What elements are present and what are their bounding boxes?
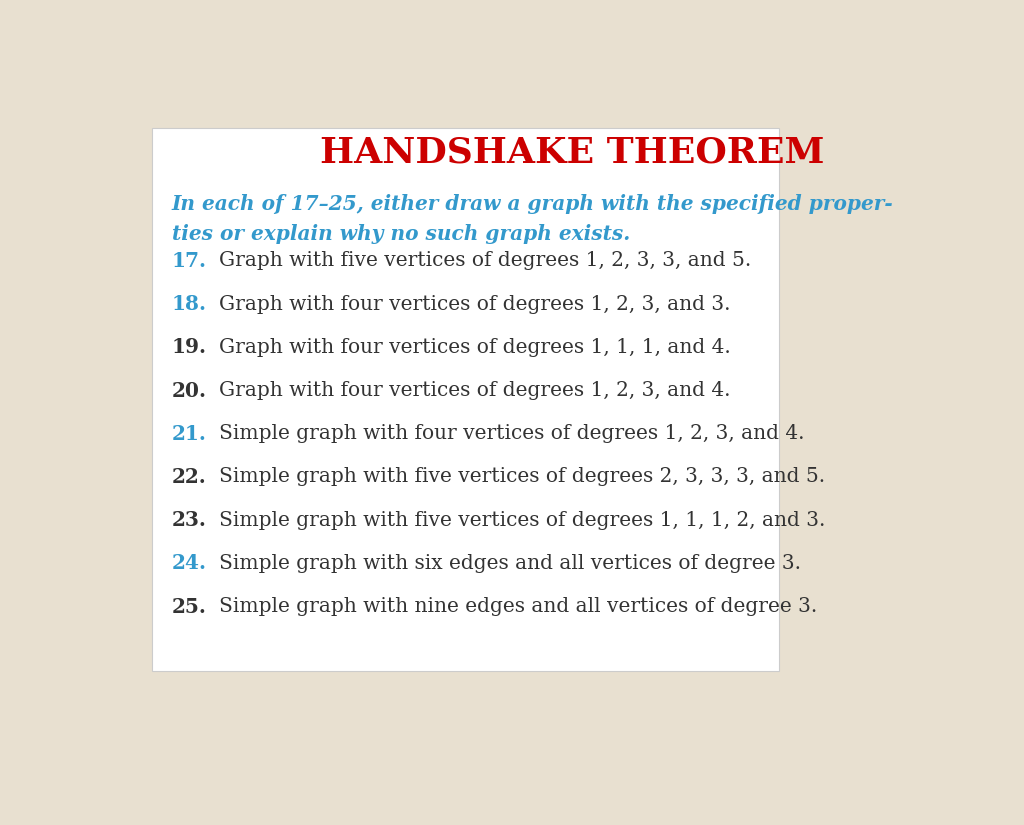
Text: 24.: 24.: [172, 554, 207, 573]
Text: Simple graph with five vertices of degrees 2, 3, 3, 3, and 5.: Simple graph with five vertices of degre…: [219, 468, 825, 487]
Text: Simple graph with four vertices of degrees 1, 2, 3, and 4.: Simple graph with four vertices of degre…: [219, 424, 805, 443]
Text: Graph with five vertices of degrees 1, 2, 3, 3, and 5.: Graph with five vertices of degrees 1, 2…: [219, 252, 752, 271]
Text: Graph with four vertices of degrees 1, 1, 1, and 4.: Graph with four vertices of degrees 1, 1…: [219, 338, 731, 357]
Text: HANDSHAKE THEOREM: HANDSHAKE THEOREM: [321, 136, 824, 170]
Text: 18.: 18.: [172, 295, 207, 314]
Text: 17.: 17.: [172, 251, 207, 271]
Text: ties or explain why no such graph exists.: ties or explain why no such graph exists…: [172, 224, 630, 244]
Text: Simple graph with five vertices of degrees 1, 1, 1, 2, and 3.: Simple graph with five vertices of degre…: [219, 511, 825, 530]
Text: 23.: 23.: [172, 510, 207, 530]
Text: 19.: 19.: [172, 337, 207, 357]
Text: Graph with four vertices of degrees 1, 2, 3, and 4.: Graph with four vertices of degrees 1, 2…: [219, 381, 731, 400]
Text: Graph with four vertices of degrees 1, 2, 3, and 3.: Graph with four vertices of degrees 1, 2…: [219, 295, 731, 314]
Text: 21.: 21.: [172, 424, 207, 444]
Text: 22.: 22.: [172, 467, 207, 487]
Text: 25.: 25.: [172, 596, 207, 616]
Text: Simple graph with six edges and all vertices of degree 3.: Simple graph with six edges and all vert…: [219, 554, 801, 573]
FancyBboxPatch shape: [152, 128, 779, 671]
Text: Simple graph with nine edges and all vertices of degree 3.: Simple graph with nine edges and all ver…: [219, 597, 817, 616]
Text: In each of 17–25, either draw a graph with the specified proper-: In each of 17–25, either draw a graph wi…: [172, 194, 893, 214]
Text: 20.: 20.: [172, 380, 207, 401]
